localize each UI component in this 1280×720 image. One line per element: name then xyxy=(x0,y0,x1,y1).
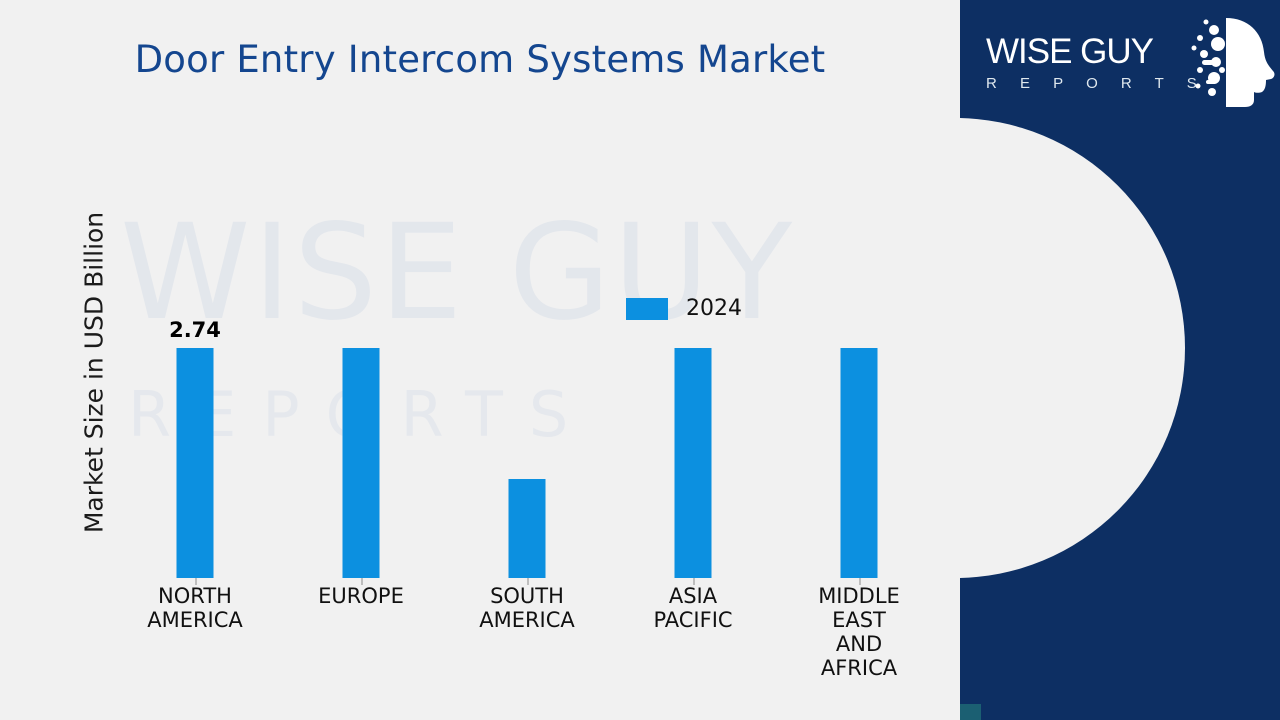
bar-middle-east-africa[interactable] xyxy=(840,348,878,585)
logo-head-icon xyxy=(1191,18,1275,107)
category-line: AFRICA xyxy=(820,656,898,680)
legend-label-2024: 2024 xyxy=(686,296,742,321)
legend-swatch-2024 xyxy=(626,297,668,320)
page-title: Door Entry Intercom Systems Market xyxy=(134,38,826,81)
bar-north-america[interactable] xyxy=(176,348,214,585)
tick-middle-east-africa xyxy=(859,578,860,585)
bar-asia-pacific[interactable] xyxy=(674,348,712,585)
tick-asia-pacific xyxy=(693,578,694,585)
category-line: EUROPE xyxy=(318,584,404,608)
bar-slot-south-america xyxy=(444,120,610,585)
bar-value-north-america: 2.74 xyxy=(169,318,221,342)
tick-europe xyxy=(361,578,362,585)
y-axis-label: Market Size in USD Billion xyxy=(79,211,109,534)
bar-slot-north-america: 2.74 xyxy=(112,120,278,585)
category-label-middle-east-africa: MIDDLE EAST AND AFRICA xyxy=(776,584,942,680)
tick-north-america xyxy=(195,578,196,585)
bar-slot-middle-east-africa xyxy=(776,120,942,585)
tick-south-america xyxy=(527,578,528,585)
teal-accent-chip xyxy=(960,704,981,720)
bar-south-america[interactable] xyxy=(508,479,546,585)
category-line: AMERICA xyxy=(479,608,575,632)
x-axis-categories: NORTH AMERICA EUROPE SOUTH AMERICA ASIA … xyxy=(112,584,942,680)
category-line: AND xyxy=(835,632,883,656)
logo-wiseguy-reports: WISE GUY R E P O R T S xyxy=(986,32,1254,114)
category-line: MIDDLE xyxy=(818,584,900,608)
bar-series: 2.74 xyxy=(112,120,942,585)
category-line: NORTH xyxy=(158,584,232,608)
category-label-asia-pacific: ASIA PACIFIC xyxy=(610,584,776,680)
category-line: AMERICA xyxy=(147,608,243,632)
bar-slot-asia-pacific xyxy=(610,120,776,585)
category-line: ASIA xyxy=(668,584,718,608)
logo-wordmark: WISE GUY xyxy=(986,32,1154,71)
category-line: SOUTH xyxy=(490,584,564,608)
category-label-south-america: SOUTH AMERICA xyxy=(444,584,610,680)
brand-panel: WISE GUY R E P O R T S xyxy=(960,0,1280,720)
chart-legend: 2024 xyxy=(626,296,742,321)
category-label-europe: EUROPE xyxy=(278,584,444,680)
category-label-north-america: NORTH AMERICA xyxy=(112,584,278,680)
category-line: PACIFIC xyxy=(653,608,733,632)
logo-subwordmark: R E P O R T S xyxy=(986,75,1207,92)
bar-slot-europe xyxy=(278,120,444,585)
category-line: EAST xyxy=(832,608,886,632)
bar-europe[interactable] xyxy=(342,348,380,585)
